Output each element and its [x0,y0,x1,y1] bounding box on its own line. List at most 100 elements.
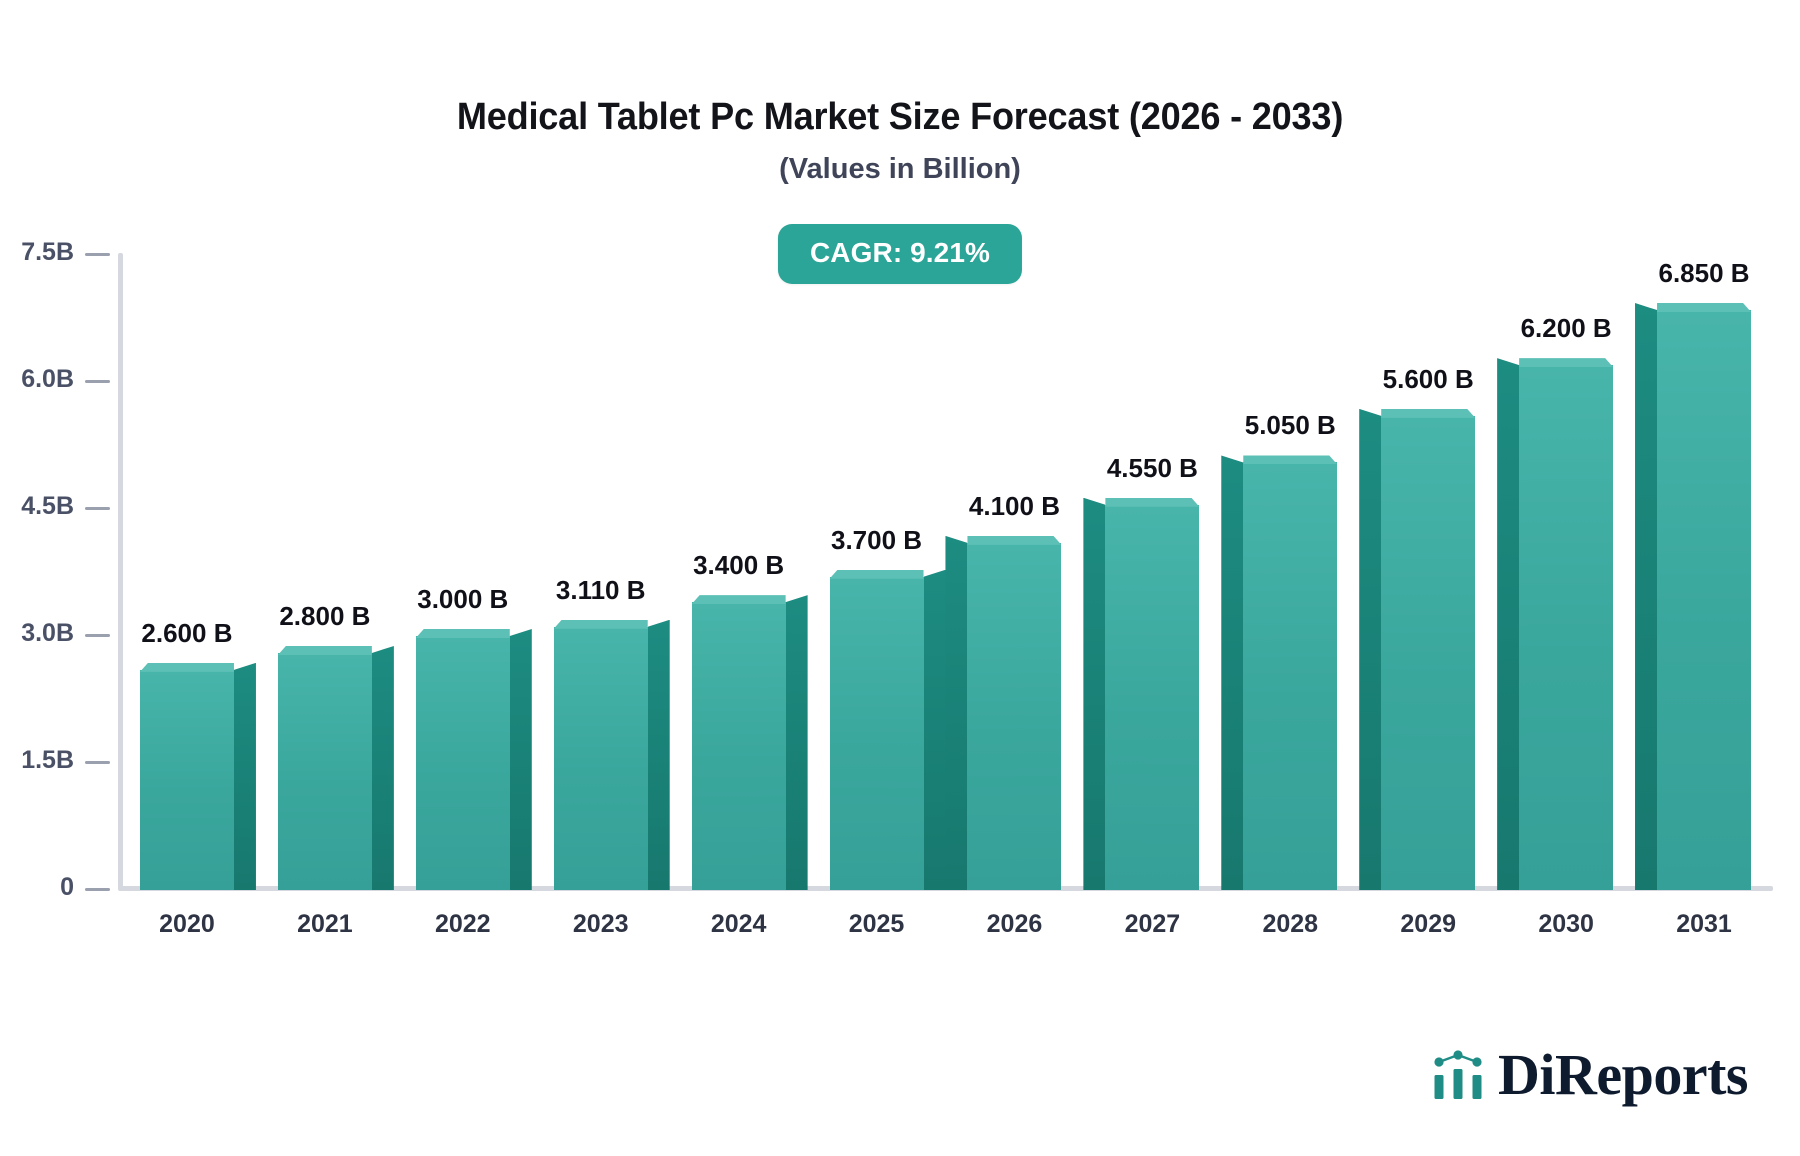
bar[interactable] [139,662,256,890]
bar-value-label: 2.800 B [279,600,371,631]
bar[interactable] [553,619,670,890]
bar-side-face [1497,358,1520,890]
x-axis-category-label: 2031 [1676,910,1732,938]
bar-front-face [277,652,372,890]
bar-side-face [785,595,808,890]
brand-logo: DiReports [1432,1042,1749,1107]
y-axis-tick-label: 7.5B [21,238,74,266]
x-axis-category-label: 2024 [710,910,767,938]
bar-top-face [277,645,372,655]
bar-front-face [415,636,510,890]
bar-group[interactable]: 5.600 B 2029 [1359,0,1476,1156]
bar-top-face [1105,498,1199,507]
bar[interactable] [945,535,1062,890]
y-axis-tick-mark [85,507,110,510]
bar-top-face [1657,303,1751,312]
x-axis-category-label: 2021 [297,910,353,938]
bar[interactable] [1083,497,1200,890]
bar-top-face [139,662,234,672]
bar-group[interactable]: 3.700 B 2025 [829,0,946,1156]
bar[interactable] [1359,408,1476,890]
brand-name: DiReports [1497,1042,1749,1107]
bar-front-face [967,542,1062,890]
x-axis-category-label: 2022 [434,910,491,938]
bar-value-label: 3.400 B [693,550,785,581]
bar-side-face [1359,408,1382,890]
bar-top-face [1243,455,1337,464]
bar-side-face [233,662,256,890]
bar-chart-icon [1432,1049,1488,1101]
bar-group[interactable]: 3.110 B 2023 [553,0,670,1156]
y-axis-tick-label: 4.5B [21,492,74,520]
bar[interactable] [1221,455,1338,890]
bar-side-face [509,629,532,890]
bar-value-label: 5.050 B [1244,410,1336,441]
x-axis-category-label: 2025 [848,910,905,938]
bar-group[interactable]: 6.850 B 2031 [1635,0,1752,1156]
bar[interactable] [415,629,532,890]
y-axis-tick-label: 0 [60,873,74,901]
bar-value-label: 4.100 B [968,490,1060,521]
bar-top-face [553,619,648,629]
bar-side-face [923,569,946,890]
bar[interactable] [277,645,394,890]
chart-header: Medical Tablet Pc Market Size Forecast (… [0,0,1800,186]
bar-group[interactable]: 6.200 B 2030 [1497,0,1614,1156]
y-axis-tick-mark [85,634,110,637]
bar-group[interactable]: 3.000 B 2022 [415,0,532,1156]
bar-group[interactable]: 5.050 B 2028 [1221,0,1338,1156]
bar-group[interactable]: 4.550 B 2027 [1083,0,1200,1156]
bar[interactable] [829,569,946,890]
bar-value-label: 6.850 B [1658,258,1750,289]
y-axis-tick-mark [85,761,110,764]
bar-value-label: 5.600 B [1382,363,1474,394]
bar-top-face [415,629,510,638]
y-axis-line [118,253,123,890]
bar-front-face [1105,504,1200,890]
bar-top-face [691,595,786,605]
y-axis-tick-mark [85,888,110,891]
bar-front-face [1657,310,1752,890]
bar-side-face [371,645,394,890]
bar-side-face [647,619,670,890]
bar-group[interactable]: 4.100 B 2026 [945,0,1062,1156]
y-axis-tick-mark [85,253,110,256]
bar-front-face [829,576,924,890]
bar-side-face [1083,497,1106,890]
bar-group[interactable]: 2.600 B 2020 [139,0,256,1156]
bar-group[interactable]: 2.800 B 2021 [277,0,394,1156]
bar-group[interactable]: 3.400 B 2024 [691,0,808,1156]
x-axis-category-label: 2023 [572,910,629,938]
bar-top-face [1519,358,1613,367]
x-axis-category-label: 2028 [1262,910,1319,938]
x-axis-category-label: 2029 [1400,910,1457,938]
x-axis-category-label: 2020 [159,910,215,938]
bar-value-label: 2.600 B [141,617,233,648]
bar-front-face [139,669,234,890]
bar-side-face [1221,455,1244,890]
bar-value-label: 3.110 B [555,574,646,605]
bar-side-face [945,535,968,890]
x-axis-category-label: 2030 [1538,910,1594,938]
bar-front-face [1381,415,1476,890]
bar-front-face [1519,365,1614,890]
x-axis-category-label: 2026 [986,910,1043,938]
bar-value-label: 3.000 B [417,584,509,614]
y-axis-tick-label: 1.5B [21,746,74,774]
bar[interactable] [1497,358,1614,890]
bar[interactable] [1635,303,1752,890]
bar-front-face [553,626,648,890]
y-axis-tick-mark [85,380,110,383]
bar[interactable] [691,595,808,890]
bar-front-face [691,602,786,890]
bar-top-face [829,569,924,579]
bar-side-face [1635,303,1658,890]
bar-value-label: 3.700 B [830,524,923,555]
y-axis-tick-label: 3.0B [21,619,74,647]
page-title: Medical Tablet Pc Market Size Forecast (… [456,96,1344,138]
bar-top-face [1381,409,1475,418]
cagr-badge: CAGR: 9.21% [777,224,1023,284]
x-axis-category-label: 2027 [1124,910,1181,938]
bar-value-label: 6.200 B [1520,313,1612,344]
